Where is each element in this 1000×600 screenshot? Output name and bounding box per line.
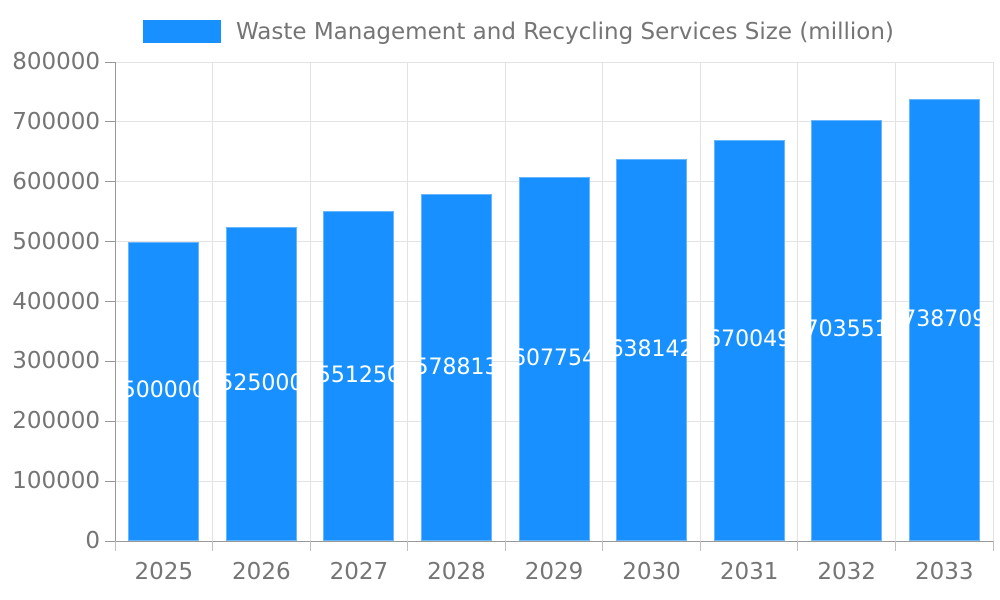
y-axis-tick [105,360,115,362]
gridline-vertical [504,62,506,541]
gridline-vertical [992,62,994,541]
y-axis-label: 400000 [12,288,100,315]
legend-swatch [143,20,221,43]
bar-2026[interactable]: 525000 [225,226,297,541]
x-axis-tick [212,541,214,551]
x-axis-label: 2027 [329,559,389,585]
x-axis-label: 2031 [719,559,779,585]
bar-2033[interactable]: 738709 [908,98,980,541]
legend-item[interactable]: Waste Management and Recycling Services … [143,18,894,45]
y-axis-label: 100000 [12,468,100,495]
x-axis-tick [894,541,896,551]
y-axis-label: 200000 [12,408,100,435]
bar-value-label: 500000 [128,378,200,404]
x-axis-label: 2033 [914,559,974,585]
x-axis-label: 2025 [134,559,194,585]
x-axis-label: 2026 [232,559,291,585]
y-axis-tick [105,121,115,123]
y-axis-label: 0 [85,528,100,554]
bar-value-label: 738709 [908,306,980,332]
gridline-vertical [309,62,311,541]
x-axis-tick [602,541,604,551]
bar-2029[interactable]: 607754 [518,177,590,541]
x-axis-line [115,540,993,542]
y-axis-label: 800000 [12,49,100,75]
x-axis-tick [504,541,506,551]
y-axis-label: 300000 [12,348,100,375]
bar-2025[interactable]: 500000 [128,241,200,541]
y-axis-tick [105,480,115,482]
y-axis-tick [105,540,115,542]
y-axis-label: 600000 [12,168,100,195]
bar-2032[interactable]: 703551 [811,119,883,541]
bar-value-label: 551250 [323,362,395,388]
gridline-vertical [797,62,799,541]
gridline-vertical [407,62,409,541]
x-axis-label: 2030 [622,559,681,585]
x-axis-tick [699,541,701,551]
gridline-vertical [602,62,604,541]
y-axis-tick [105,241,115,243]
x-axis-label: 2029 [524,559,584,585]
gridline-horizontal [115,61,993,63]
y-axis-line [114,62,116,541]
plot-area: 500000 525000 551250 578813 607754 638142 6700… [105,61,994,551]
x-axis-tick [797,541,799,551]
bar-value-label: 578813 [420,354,492,380]
gridline-vertical [699,62,701,541]
x-axis-label: 2028 [427,559,486,585]
gridline-horizontal [115,121,993,123]
y-axis-label: 500000 [12,228,100,255]
bar-value-label: 525000 [225,370,297,396]
bar-2030[interactable]: 638142 [616,158,688,541]
gridline-vertical [212,62,214,541]
y-axis-tick [105,61,115,63]
chart-title: Waste Management and Recycling Services … [236,18,894,45]
y-axis-tick [105,301,115,302]
bar-2028[interactable]: 578813 [420,194,492,541]
bar-value-label: 703551 [811,317,883,343]
x-axis-tick [309,541,311,551]
x-axis-label: 2032 [817,559,876,585]
x-axis-tick [407,541,409,551]
y-axis-tick [105,420,115,422]
y-axis-tick [105,181,115,183]
bar-2027[interactable]: 551250 [323,210,395,541]
x-axis-tick [992,541,994,551]
gridline-vertical [894,62,896,541]
bar-value-label: 607754 [518,346,590,372]
bar-value-label: 670049 [713,327,785,353]
bar-value-label: 638142 [616,336,688,362]
bar-2031[interactable]: 670049 [713,139,785,541]
y-axis-label: 700000 [12,108,100,135]
x-axis-tick [114,541,116,551]
